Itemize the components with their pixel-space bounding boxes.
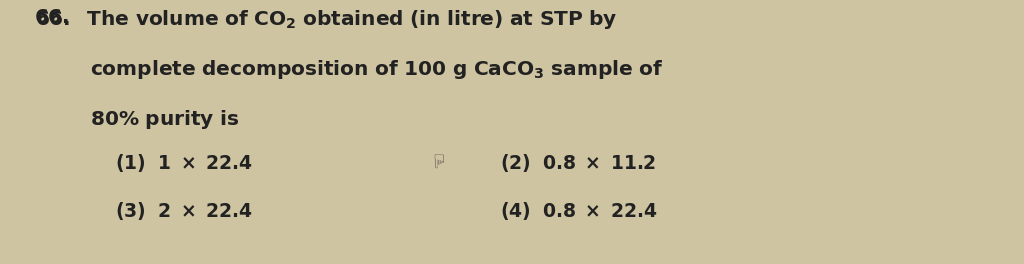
Text: $\mathbf{(3)\ \ 2\ \times\ 22.4}$: $\mathbf{(3)\ \ 2\ \times\ 22.4}$: [115, 200, 253, 222]
Text: $\mathbf{(4)\ \ 0.8\ \times\ 22.4}$: $\mathbf{(4)\ \ 0.8\ \times\ 22.4}$: [500, 200, 657, 222]
Text: $\mathbf{80\%\ purity\ is}$: $\mathbf{80\%\ purity\ is}$: [90, 108, 240, 131]
Text: ☜: ☜: [430, 150, 449, 167]
Text: $\mathbf{complete\ decomposition\ of\ 100\ g\ CaCO_3\ sample\ of}$: $\mathbf{complete\ decomposition\ of\ 10…: [90, 58, 664, 81]
Text: 66.: 66.: [35, 8, 71, 27]
Text: $\mathbf{(1)\ \ 1\ \times\ 22.4}$: $\mathbf{(1)\ \ 1\ \times\ 22.4}$: [115, 152, 253, 174]
Text: $\mathbf{66.\ \ The\ volume\ of\ CO_2\ obtained\ (in\ litre)\ at\ STP\ by}$: $\mathbf{66.\ \ The\ volume\ of\ CO_2\ o…: [35, 8, 617, 31]
Text: $\mathbf{(2)\ \ 0.8\ \times\ 11.2}$: $\mathbf{(2)\ \ 0.8\ \times\ 11.2}$: [500, 152, 656, 174]
